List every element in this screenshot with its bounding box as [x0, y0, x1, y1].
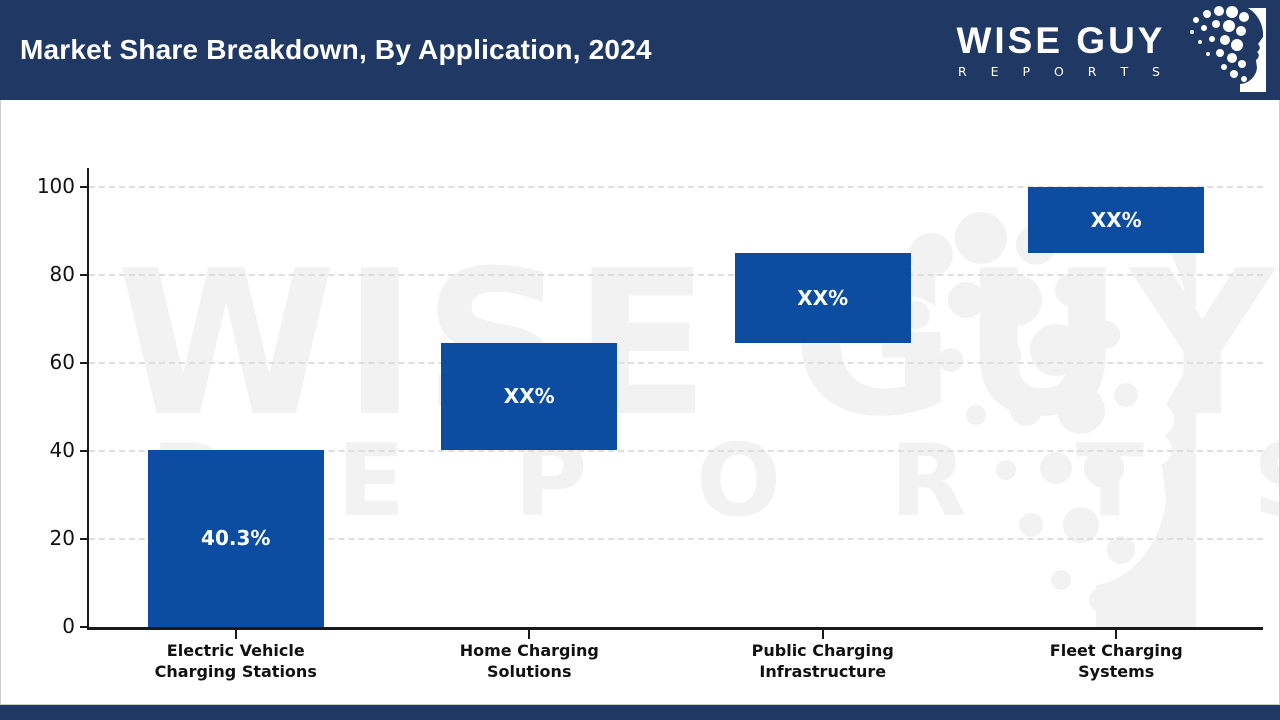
- y-axis-tick-label: 100: [36, 174, 75, 198]
- y-axis-tick: [80, 362, 88, 364]
- brand-logo-text: WISE GUY R E P O R T S: [952, 22, 1170, 79]
- gridline: [89, 538, 1263, 540]
- y-axis-tick: [80, 274, 88, 276]
- bar-value-label: XX%: [503, 384, 555, 409]
- x-axis-tick: [528, 630, 531, 639]
- y-axis-tick-label: 0: [62, 614, 75, 638]
- y-axis-tick-label: 20: [49, 526, 75, 550]
- gridline: [89, 362, 1263, 364]
- y-axis-tick: [80, 538, 88, 540]
- bar-segment: 40.3%: [147, 449, 324, 627]
- y-axis-tick-label: 80: [49, 262, 75, 286]
- dotted-head-logo-icon: [1174, 4, 1266, 96]
- y-axis-tick: [80, 626, 88, 628]
- x-axis-tick: [821, 630, 824, 639]
- y-axis-tick: [80, 186, 88, 188]
- gridline: [89, 274, 1263, 276]
- brand-name: WISE GUY: [956, 19, 1166, 61]
- footer-bar: [0, 704, 1280, 720]
- x-axis-category-label: Fleet Charging Systems: [1049, 641, 1183, 682]
- watermark-dotted-head-icon: [856, 200, 1196, 634]
- y-axis-line: [87, 168, 89, 630]
- bar-segment: XX%: [1028, 187, 1205, 253]
- x-axis-tick: [1115, 630, 1118, 639]
- x-axis-line: [87, 627, 1263, 630]
- header-bar: Market Share Breakdown, By Application, …: [0, 0, 1280, 100]
- x-axis-category-label: Public Charging Infrastructure: [751, 641, 894, 682]
- gridline: [89, 186, 1263, 188]
- x-axis-category-label: Home Charging Solutions: [459, 641, 599, 682]
- brand-logo: WISE GUY R E P O R T S: [952, 4, 1266, 96]
- gridline: [89, 450, 1263, 452]
- x-axis-tick: [234, 630, 237, 639]
- bar-segment: XX%: [734, 253, 911, 344]
- bar-value-label: 40.3%: [201, 526, 271, 551]
- y-axis-tick-label: 60: [49, 350, 75, 374]
- y-axis-tick-label: 40: [49, 438, 75, 462]
- brand-subtitle: R E P O R T S: [957, 63, 1170, 79]
- bar-segment: XX%: [441, 343, 618, 450]
- bar-value-label: XX%: [797, 286, 849, 311]
- bar-value-label: XX%: [1090, 208, 1142, 232]
- x-axis-category-label: Electric Vehicle Charging Stations: [154, 641, 317, 682]
- page-title: Market Share Breakdown, By Application, …: [20, 34, 652, 65]
- chart-canvas: WISE GUY R E P O R T S 0 20 40 60 80 100 40.3%…: [0, 100, 1280, 704]
- y-axis-tick: [80, 450, 88, 452]
